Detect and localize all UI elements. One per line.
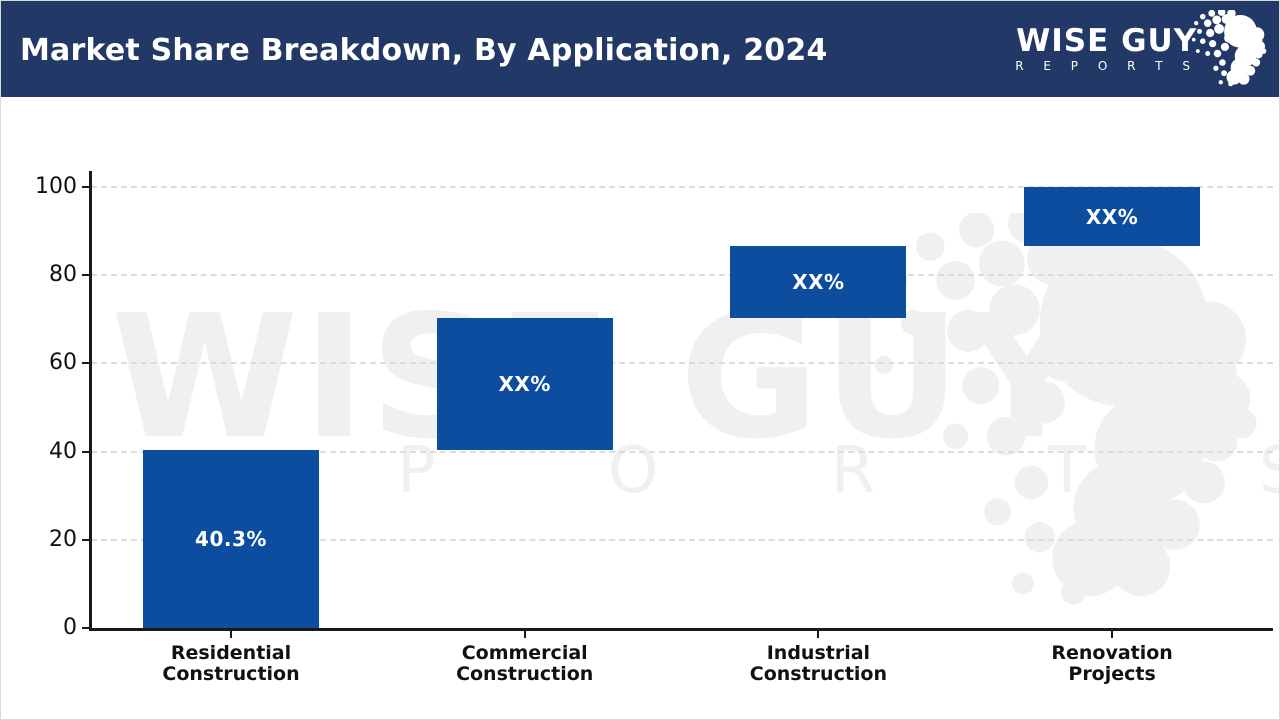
y-tick-mark-40 [82,450,91,453]
bar-industrial-construction: XX% [730,246,907,318]
y-tick-mark-100 [82,186,91,188]
gridline-60 [91,362,1273,365]
y-tick-label-80: 80 [49,262,77,288]
y-tick-label-40: 40 [49,438,77,464]
x-category-label-2: Commercial Construction [456,642,594,685]
y-tick-label-60: 60 [49,350,77,376]
logo-subtitle: R E P O R T S [1015,59,1198,73]
logo-text: WISE GUY R E P O R T S [1015,24,1198,73]
y-tick-label-20: 20 [49,526,77,552]
y-tick-label-100: 100 [35,174,77,199]
wise-guy-logo: WISE GUY R E P O R T S [1015,6,1267,92]
x-category-label-4: Renovation Projects [1051,642,1173,685]
gridline-80 [91,274,1273,277]
watermark-head-graphic [874,213,1257,605]
chart-title: Market Share Breakdown, By Application, … [20,33,828,68]
chart-area: WISE GUY P O R T S 40.3% XX% XX% XX% 0 20 40 6… [1,97,1279,719]
y-tick-label-0: 0 [63,615,77,640]
x-tick-mark-2 [523,630,526,638]
y-tick-mark-20 [82,538,91,541]
gridline-40 [91,450,1273,453]
bar-value-label: XX% [498,372,551,397]
y-axis-line [89,171,92,630]
x-tick-mark-1 [230,630,232,638]
gridline-20 [91,538,1273,541]
x-tick-mark-3 [817,630,820,638]
y-tick-mark-0 [82,627,91,629]
bar-value-label: XX% [792,270,845,295]
x-category-label-1: Residential Construction [162,642,300,685]
bar-value-label: 40.3% [195,527,267,552]
bar-commercial-construction: XX% [436,317,613,451]
logo-wordmark: WISE GUY [1016,23,1198,59]
header-bar: Market Share Breakdown, By Application, … [1,1,1279,97]
bar-value-label: XX% [1085,204,1139,229]
logo-head-icon [1191,10,1267,87]
bar-renovation-projects: XX% [1024,187,1201,247]
x-category-label-3: Industrial Construction [749,642,888,685]
y-tick-mark-80 [82,274,91,277]
x-tick-mark-4 [1111,630,1114,638]
y-tick-mark-60 [82,362,91,365]
gridline-100 [91,186,1273,188]
x-axis-line [89,628,1273,631]
bar-residential-construction: 40.3% [143,450,319,628]
